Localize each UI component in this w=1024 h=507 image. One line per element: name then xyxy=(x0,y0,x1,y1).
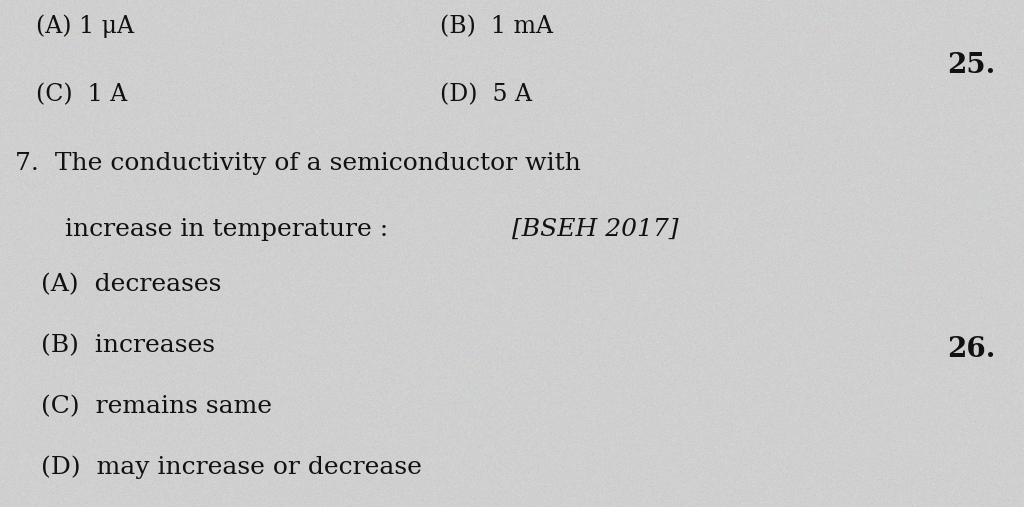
Text: (C)  1 A: (C) 1 A xyxy=(36,84,127,106)
Text: (D)  5 A: (D) 5 A xyxy=(440,84,532,106)
Text: [BSEH 2017]: [BSEH 2017] xyxy=(512,218,679,241)
Text: (A) 1 μA: (A) 1 μA xyxy=(36,15,134,38)
Text: (B)  increases: (B) increases xyxy=(41,335,215,357)
Text: 7.  The conductivity of a semiconductor with: 7. The conductivity of a semiconductor w… xyxy=(15,152,582,175)
Text: 25.: 25. xyxy=(947,52,995,79)
Text: (C)  remains same: (C) remains same xyxy=(41,395,272,418)
Text: (B)  1 mA: (B) 1 mA xyxy=(440,15,553,38)
Text: (A)  decreases: (A) decreases xyxy=(41,274,221,297)
Text: (D)  may increase or decrease: (D) may increase or decrease xyxy=(41,456,422,479)
Text: 26.: 26. xyxy=(947,336,995,363)
Text: increase in temperature :: increase in temperature : xyxy=(41,218,388,241)
